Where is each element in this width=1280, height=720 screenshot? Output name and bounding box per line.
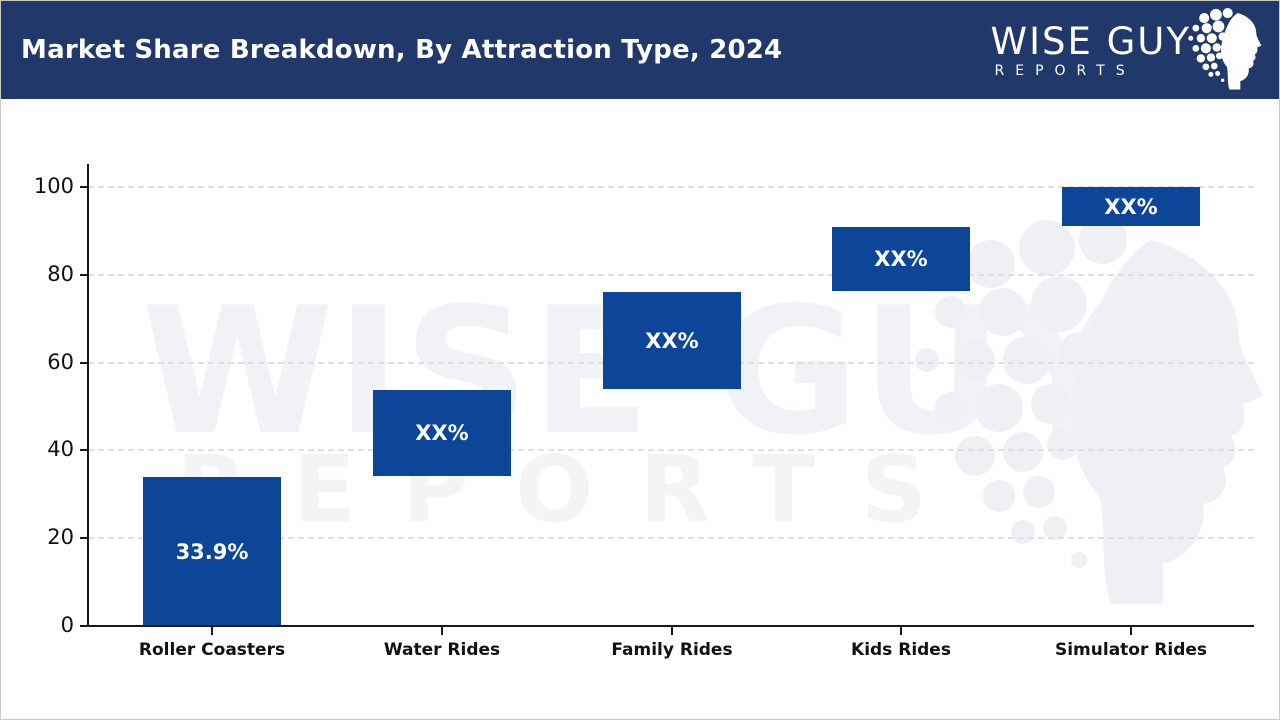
y-axis-tick [80,361,88,364]
bar-value-label: XX% [874,246,928,271]
x-axis-tick [1130,627,1132,635]
y-axis-tick [80,186,88,188]
y-axis-tick [80,537,88,540]
bar-value-label: XX% [645,328,699,353]
x-axis-tick [211,627,213,635]
x-axis-tick [441,627,443,635]
gridline-100 [88,186,1254,188]
y-axis-tick-label: 0 [60,613,74,637]
y-axis-tick [80,625,88,627]
wiseguy-logo-text: WISE GUY REPORTS [991,23,1191,78]
y-axis-tick-label: 80 [47,261,74,286]
bar-simulator-rides: XX% [1062,187,1200,226]
bar-kids-rides: XX% [832,226,970,292]
x-axis-tick [671,627,673,635]
x-axis-category-label: Water Rides [383,640,501,660]
gridline-80 [88,273,1254,276]
bar-value-label: XX% [415,421,469,446]
y-axis-tick-label: 20 [47,525,74,550]
y-axis-tick [80,449,88,452]
x-axis-tick [900,627,902,635]
bar-value-label: XX% [1104,194,1158,219]
y-axis-tick-label: 100 [33,174,74,198]
x-axis-category-label: Kids Rides [851,640,951,660]
x-axis-category-label: Simulator Rides [1054,640,1208,660]
wiseguy-logo: WISE GUY REPORTS [991,8,1263,92]
gridline-20 [88,537,1254,540]
bar-family-rides: XX% [603,291,741,390]
y-axis-tick [80,273,88,276]
x-axis-line [87,625,1254,627]
logo-subtitle: REPORTS [994,62,1136,79]
bar-water-rides: XX% [373,390,511,477]
gridline-40 [88,449,1254,452]
y-axis-line [87,164,89,627]
bar-roller-coasters: 33.9% [143,477,281,626]
dotted-head-icon [1188,8,1262,90]
y-axis-tick-label: 40 [47,437,74,462]
x-axis-category-label: Family Rides [611,640,733,660]
logo-wordmark: WISE GUY [990,19,1191,63]
x-axis-category-label: Roller Coasters [138,640,286,660]
header: Market Share Breakdown, By Attraction Ty… [1,1,1279,99]
bar-value-label: 33.9% [175,539,249,564]
y-axis-tick-label: 60 [47,349,74,374]
chart-title: Market Share Breakdown, By Attraction Ty… [21,35,783,65]
